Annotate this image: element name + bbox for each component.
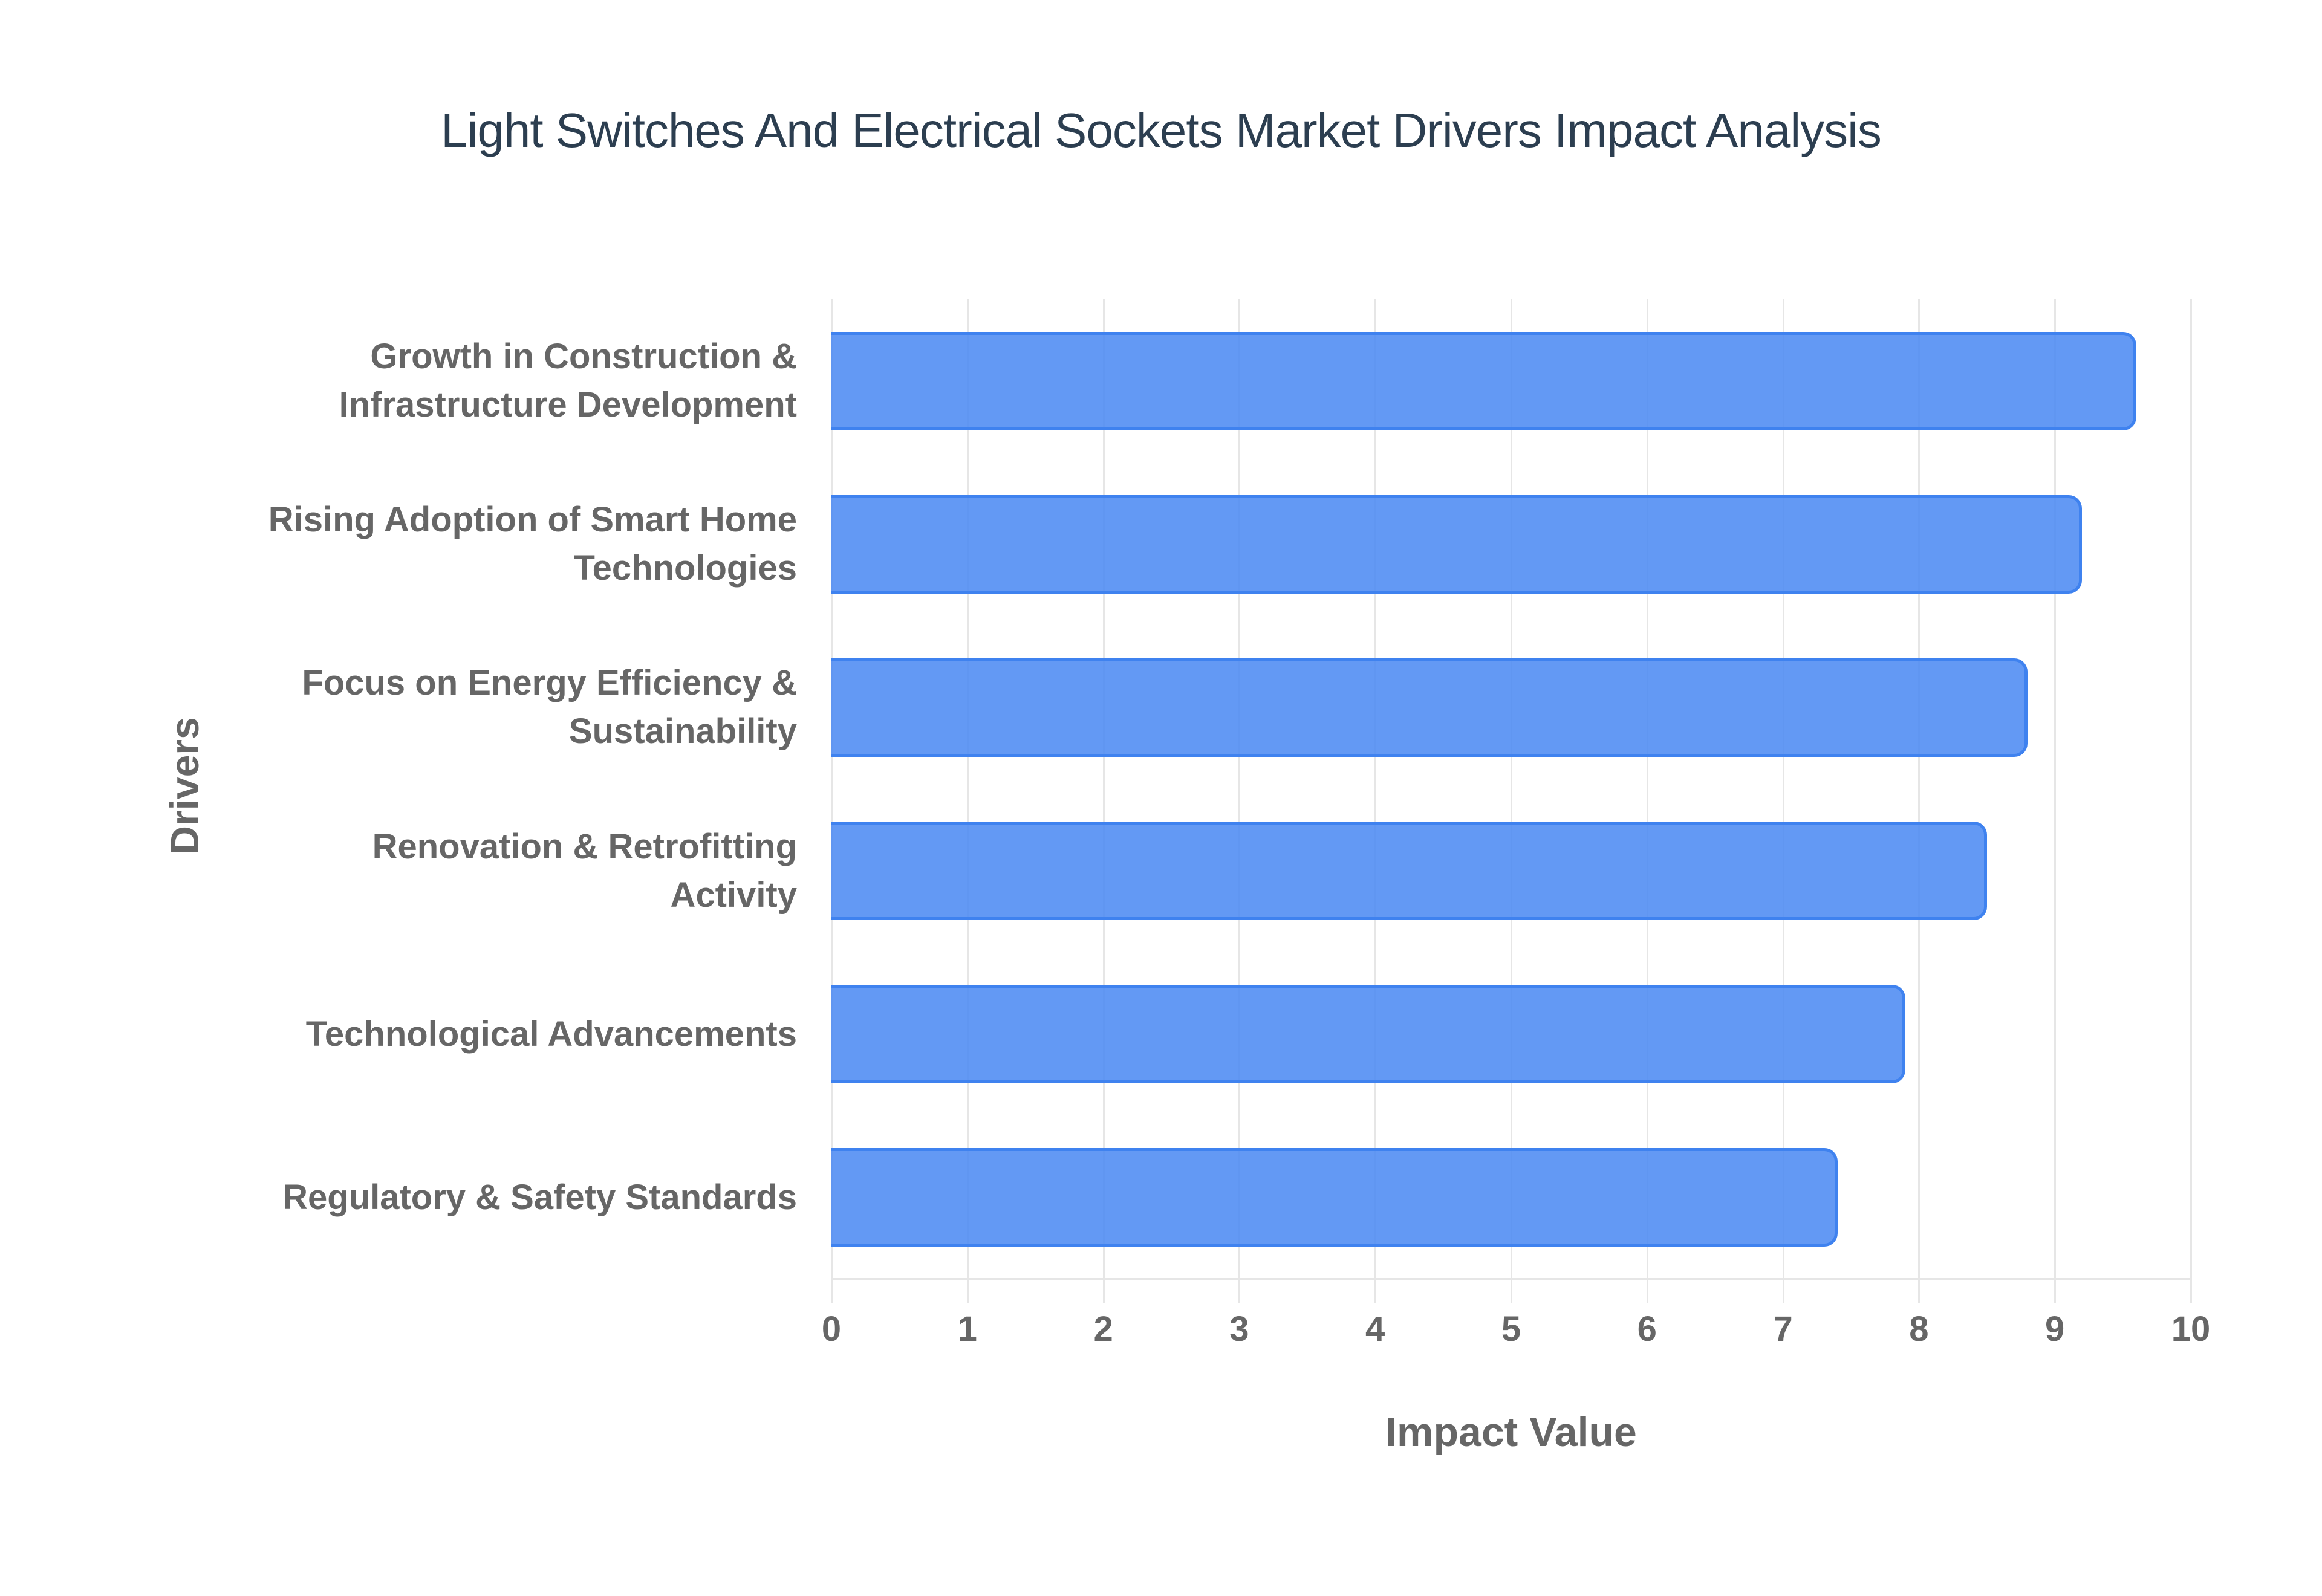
bar[interactable] (831, 1148, 1838, 1247)
bar[interactable] (831, 822, 1987, 921)
gridline (1511, 299, 1512, 1303)
x-tick-label: 0 (821, 1309, 842, 1349)
gridline (2054, 299, 2057, 1303)
y-axis-label: Technological Advancements (305, 1014, 797, 1054)
x-tick-label: 9 (2045, 1309, 2065, 1349)
bar[interactable] (831, 985, 1905, 1084)
x-tick-label: 4 (1365, 1309, 1385, 1349)
x-tick-label: 7 (1773, 1309, 1793, 1349)
x-axis-title: Impact Value (1385, 1409, 1637, 1455)
gridline (831, 299, 833, 1303)
bar[interactable] (831, 658, 2028, 757)
y-axis-label: Growth in Construction & Infrastructure D… (339, 337, 797, 425)
x-tick-label: 5 (1501, 1309, 1521, 1349)
gridline (1102, 299, 1105, 1303)
gridline (1646, 299, 1648, 1303)
gridline (1238, 299, 1241, 1303)
bar[interactable] (831, 331, 2137, 430)
y-axis-label: Focus on Energy Efficiency & Sustainabili… (302, 663, 797, 751)
gridline (2190, 299, 2192, 1303)
y-axis-label: Regulatory & Safety Standards (282, 1177, 797, 1217)
gridline (1918, 299, 1920, 1303)
x-tick-label: 10 (2171, 1309, 2211, 1349)
gridline (1374, 299, 1377, 1303)
plot-area (831, 299, 2192, 1303)
x-tick-label: 2 (1093, 1309, 1113, 1349)
x-tick-label: 6 (1637, 1309, 1657, 1349)
x-tick-label: 1 (957, 1309, 977, 1349)
y-axis-label: Rising Adoption of Smart Home Technologie… (268, 500, 797, 588)
y-axis-label: Renovation & Retrofitting Activity (372, 826, 797, 915)
x-tick-label: 8 (1909, 1309, 1929, 1349)
x-tick-label: 3 (1229, 1309, 1249, 1349)
gridline (1782, 299, 1784, 1303)
chart-title: Light Switches And Electrical Sockets Ma… (441, 103, 1882, 157)
x-axis-line (831, 1278, 2191, 1280)
gridline (966, 299, 969, 1303)
bar[interactable] (831, 495, 2083, 594)
